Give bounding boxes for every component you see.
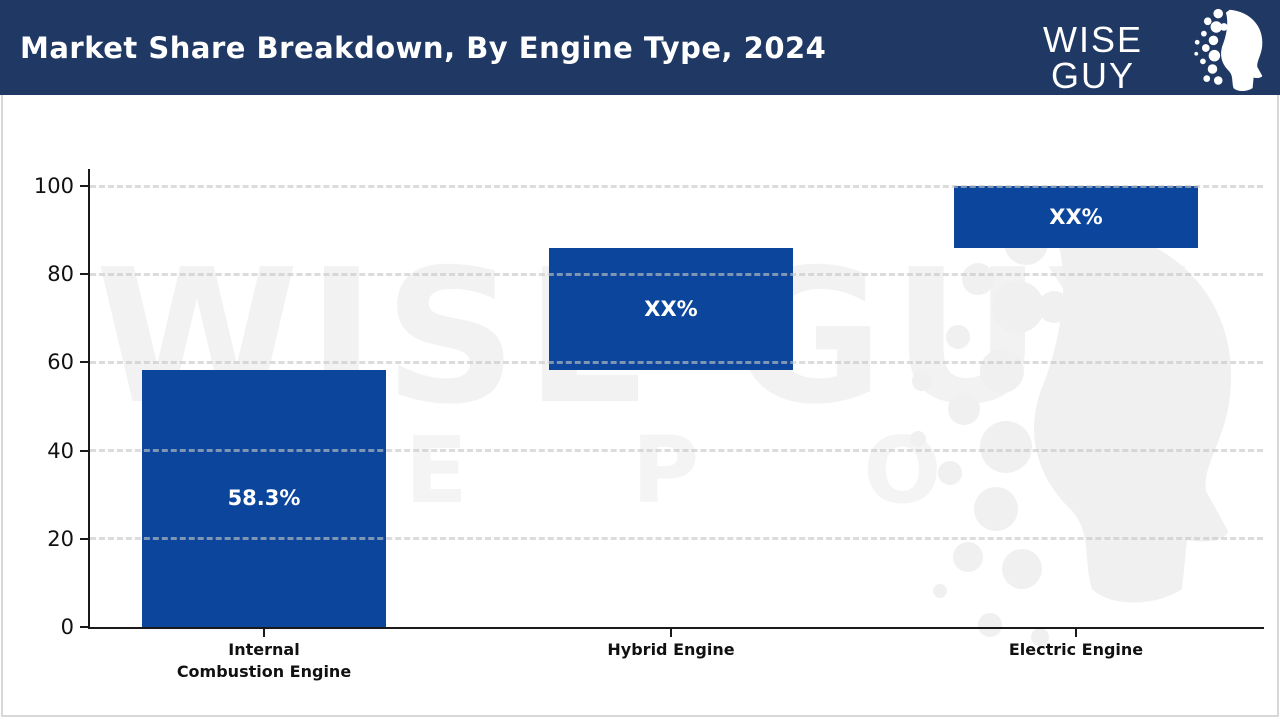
logo-wordmark: WISE GUY <box>1042 19 1143 96</box>
gridline-60 <box>90 360 1263 364</box>
y-tick-mark-40 <box>80 449 88 452</box>
gridline-20 <box>90 537 1263 541</box>
bar-segment: 58.3% <box>142 369 386 627</box>
y-tick-mark-60 <box>80 361 88 364</box>
x-tick-mark <box>1075 629 1077 637</box>
y-tick-mark-20 <box>80 537 88 540</box>
bar-value-label: XX% <box>1049 205 1103 230</box>
logo-face-icon <box>1194 8 1263 91</box>
y-tick-mark-80 <box>80 273 88 276</box>
category-label: Electric Engine <box>1008 640 1144 659</box>
y-tick-label-60: 60 <box>47 350 74 375</box>
x-tick-mark <box>263 629 265 637</box>
page-title: Market Share Breakdown, By Engine Type, … <box>20 30 827 65</box>
gridline-100 <box>90 184 1263 188</box>
bar-segment: XX% <box>549 248 793 370</box>
logo-subtitle: REPORTS <box>1022 97 1168 113</box>
category-label: Hybrid Engine <box>607 640 735 659</box>
logo-text: WISE GUY REPORTS <box>1002 19 1184 114</box>
y-tick-label-0: 0 <box>60 615 74 639</box>
y-tick-label-40: 40 <box>47 438 74 463</box>
x-axis-line <box>88 627 1264 629</box>
y-tick-mark-100 <box>80 185 88 187</box>
y-tick-mark-0 <box>80 626 88 628</box>
watermark-face-dots <box>910 221 1232 646</box>
y-tick-label-20: 20 <box>47 526 74 551</box>
bar-value-label: XX% <box>644 297 698 322</box>
y-axis-line <box>88 169 90 629</box>
header-bar: Market Share Breakdown, By Engine Type, … <box>0 0 1280 113</box>
bar-segment: XX% <box>954 186 1198 249</box>
y-tick-label-100: 100 <box>33 174 74 198</box>
category-label: Internal Combustion Engine <box>176 640 352 681</box>
wise-guy-reports-logo: WISE GUY REPORTS <box>1002 0 1263 113</box>
bar-value-label: 58.3% <box>227 486 301 511</box>
y-tick-label-80: 80 <box>47 262 74 287</box>
gridline-80 <box>90 272 1263 276</box>
gridline-40 <box>90 449 1263 453</box>
x-tick-mark <box>670 629 672 637</box>
